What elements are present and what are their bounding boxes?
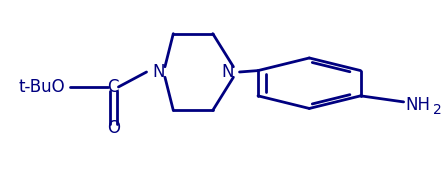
Text: C: C (108, 78, 119, 96)
Text: 2: 2 (433, 103, 442, 117)
Text: t-BuO: t-BuO (18, 78, 65, 96)
Text: O: O (107, 119, 120, 137)
Text: N: N (221, 63, 233, 81)
Text: NH: NH (406, 96, 431, 114)
Text: N: N (152, 63, 165, 81)
